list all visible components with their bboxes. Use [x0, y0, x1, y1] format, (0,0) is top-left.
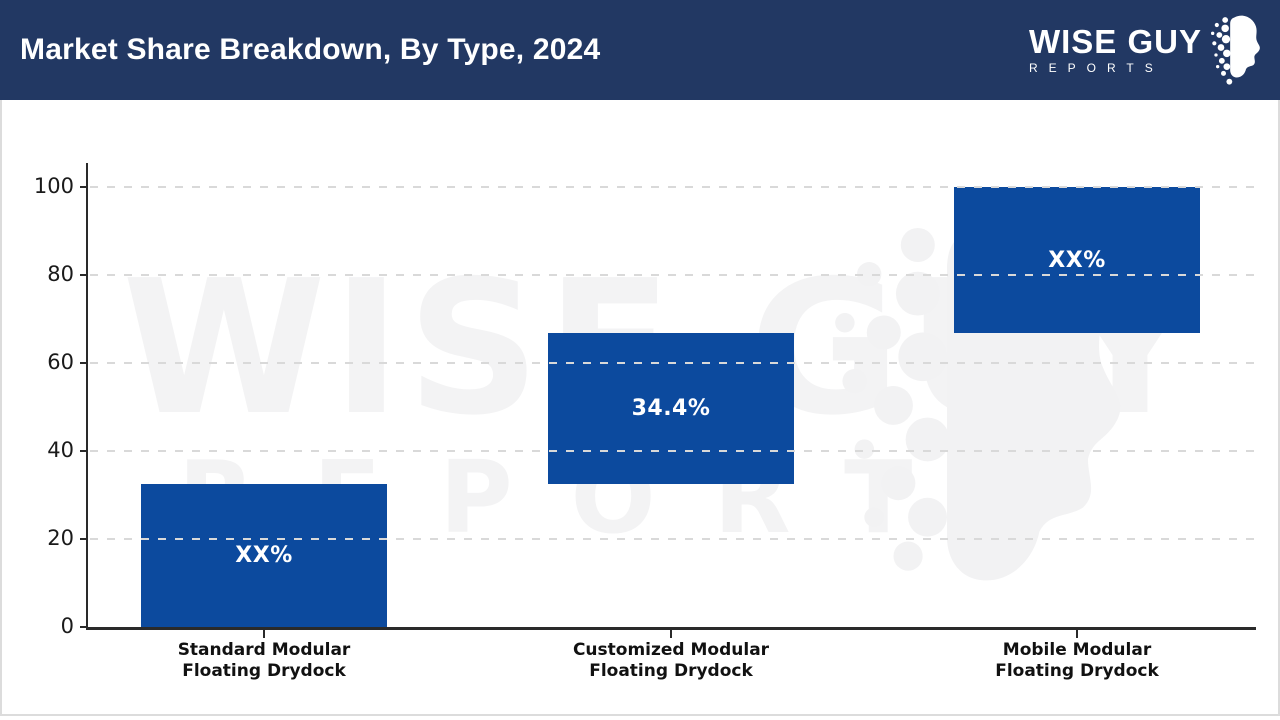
gridline [90, 450, 1256, 452]
logo-wordmark: WISE GUY [1028, 23, 1202, 60]
y-tick-mark [80, 186, 88, 188]
y-axis-line [86, 163, 88, 630]
x-tick-mark [1076, 630, 1078, 638]
bar-segment: XX% [141, 484, 387, 627]
y-tick-mark [80, 450, 88, 452]
category-label: Standard Modular Floating Drydock [94, 640, 434, 682]
header-bar: Market Share Breakdown, By Type, 2024 WI… [0, 0, 1280, 100]
gridline [90, 186, 1256, 188]
y-tick-label: 60 [47, 350, 74, 374]
x-tick-mark [263, 630, 265, 638]
bar-value-label: XX% [1048, 247, 1106, 273]
wiseguy-logo: WISE GUY REPORTS [1029, 10, 1266, 90]
bar-value-label: 34.4% [631, 396, 711, 422]
bar-segment: XX% [954, 187, 1200, 334]
category-label-line: Standard Modular [177, 640, 351, 660]
category-label: Mobile Modular Floating Drydock [907, 640, 1247, 682]
gridline [90, 274, 1256, 276]
y-tick-label: 100 [33, 174, 74, 198]
logo-tagline: REPORTS [1028, 61, 1164, 75]
gridline [90, 538, 1256, 540]
category-label-line: Floating Drydock [182, 661, 346, 681]
y-tick-mark [80, 362, 88, 364]
y-tick-label: 80 [47, 262, 74, 286]
gridline [90, 362, 1256, 364]
category-label-line: Floating Drydock [589, 661, 753, 681]
y-tick-label: 0 [60, 614, 74, 638]
logo-text: WISE GUY REPORTS [1028, 23, 1202, 76]
bar-segment: 34.4% [548, 333, 794, 485]
category-label-line: Floating Drydock [995, 661, 1159, 681]
x-axis-line [86, 627, 1256, 630]
category-label-line: Customized Modular [572, 640, 770, 660]
page-title: Market Share Breakdown, By Type, 2024 [20, 33, 601, 66]
category-label-line: Mobile Modular [1002, 640, 1152, 660]
wiseguy-face-icon [1211, 15, 1260, 85]
bar-value-label: XX% [235, 543, 293, 569]
y-tick-mark [80, 274, 88, 276]
x-tick-mark [670, 630, 672, 638]
y-tick-label: 20 [47, 526, 74, 550]
y-tick-mark [80, 538, 88, 540]
category-label: Customized Modular Floating Drydock [501, 640, 841, 682]
y-tick-label: 40 [47, 438, 74, 462]
y-tick-mark [80, 626, 88, 628]
